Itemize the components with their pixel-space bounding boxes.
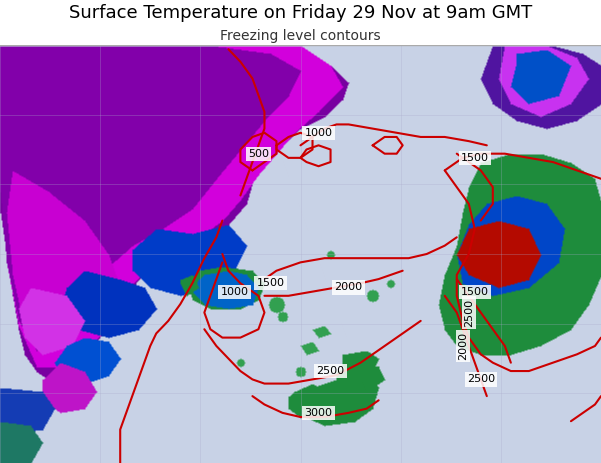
Text: 500: 500 [248, 149, 269, 159]
Text: 2500: 2500 [467, 375, 495, 384]
Text: 2000: 2000 [458, 332, 468, 360]
Text: 1000: 1000 [305, 128, 332, 138]
Text: Freezing level contours: Freezing level contours [220, 29, 381, 43]
Text: 1000: 1000 [221, 287, 248, 297]
Text: Surface Temperature on Friday 29 Nov at 9am GMT: Surface Temperature on Friday 29 Nov at … [69, 4, 532, 22]
Text: 3000: 3000 [305, 408, 332, 418]
Text: 2500: 2500 [317, 366, 344, 376]
Text: 1500: 1500 [461, 153, 489, 163]
Text: 2000: 2000 [335, 282, 362, 293]
Text: 1500: 1500 [461, 287, 489, 297]
Text: 2500: 2500 [464, 299, 474, 326]
Text: 1500: 1500 [257, 278, 284, 288]
